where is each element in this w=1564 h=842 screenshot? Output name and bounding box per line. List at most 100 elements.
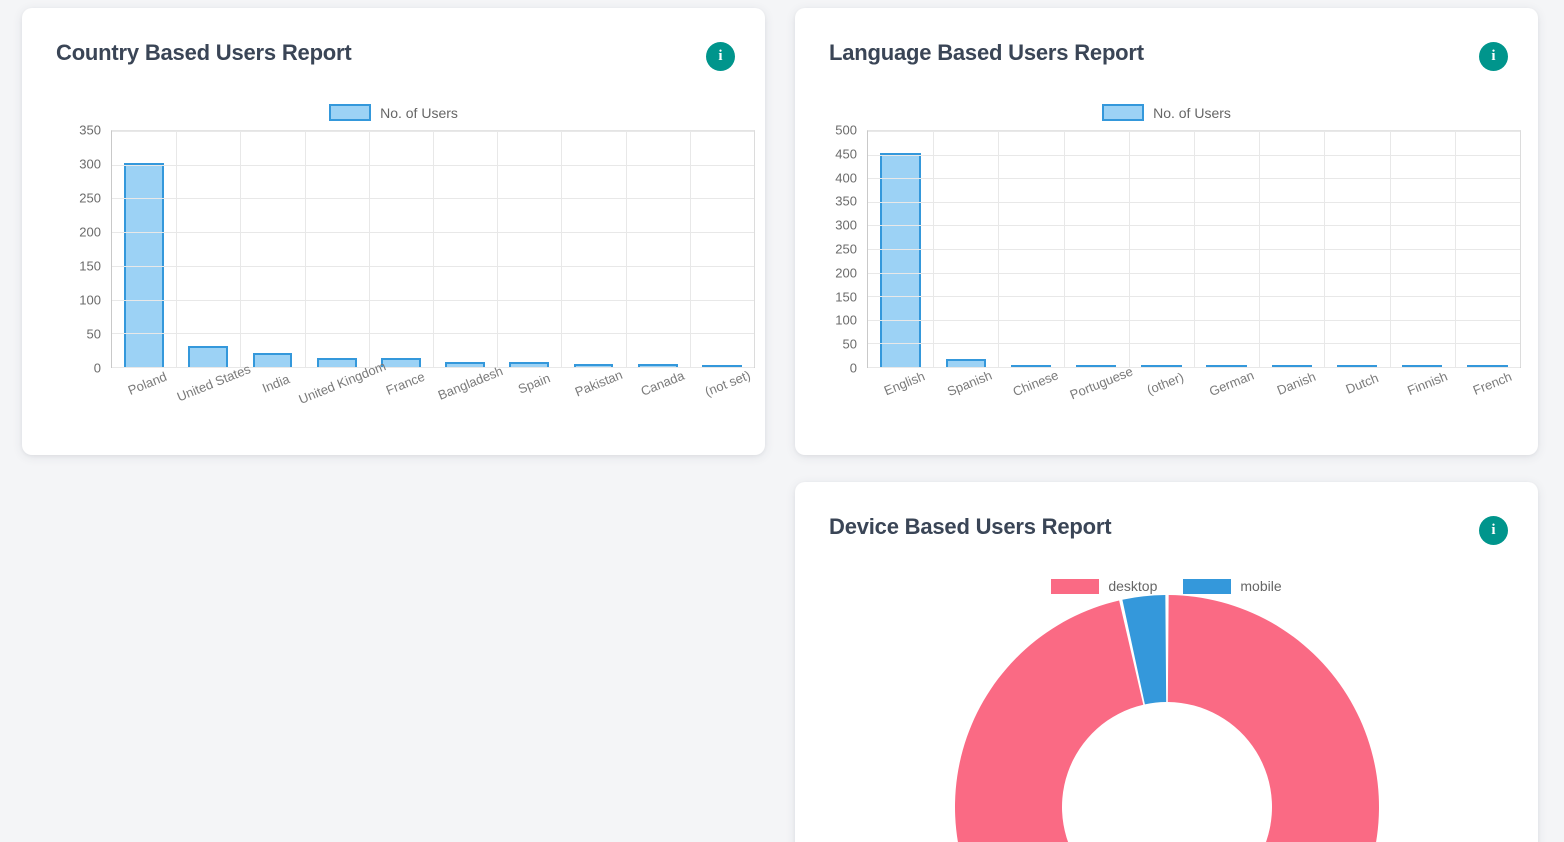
- gridline: [1389, 131, 1391, 367]
- bar-slot[interactable]: [1194, 131, 1259, 367]
- x-tick-label: English: [881, 368, 927, 399]
- page-title-country: Country Based Users Report: [56, 40, 352, 65]
- y-tick-label: 250: [835, 241, 857, 257]
- bar-slot[interactable]: [240, 131, 304, 367]
- bar-not-set[interactable]: [702, 364, 742, 367]
- bar-french[interactable]: [1467, 365, 1508, 367]
- gridline: [368, 131, 370, 367]
- bar-english[interactable]: [880, 152, 921, 367]
- info-icon[interactable]: i: [1479, 42, 1508, 71]
- bar-slot[interactable]: [1064, 131, 1129, 367]
- x-label-slot: Chinese: [998, 367, 1063, 431]
- bar-german[interactable]: [1206, 365, 1247, 367]
- x-tick-label: France: [383, 368, 427, 398]
- bar-slot[interactable]: [176, 131, 240, 367]
- y-tick-label: 50: [86, 326, 101, 342]
- gridline: [1454, 131, 1456, 367]
- bar-bangladesh[interactable]: [445, 361, 486, 367]
- bar-slot[interactable]: [433, 131, 497, 367]
- donut-slice-desktop[interactable]: desktop: [954, 595, 1379, 842]
- y-tick-label: 150: [79, 258, 101, 274]
- y-tick-label: 0: [93, 360, 101, 376]
- bar-spain[interactable]: [509, 361, 550, 367]
- bar-slot[interactable]: [1129, 131, 1194, 367]
- bar-slot[interactable]: [1259, 131, 1324, 367]
- gridline: [1063, 131, 1065, 367]
- y-tick-label: 0: [849, 360, 857, 376]
- y-tick-label: 500: [835, 122, 857, 138]
- x-label-slot: Pakistan: [562, 367, 626, 431]
- bar-slot[interactable]: [305, 131, 369, 367]
- bar-united-states[interactable]: [188, 346, 229, 367]
- x-label-slot: (other): [1129, 369, 1194, 431]
- y-tick-label: 200: [835, 265, 857, 281]
- legend-item[interactable]: No. of Users: [329, 104, 458, 121]
- plot-area-language: [867, 130, 1521, 368]
- gridline: [561, 131, 563, 367]
- gridline: [998, 131, 1000, 367]
- y-tick-label: 150: [835, 289, 857, 305]
- bar-canada[interactable]: [637, 364, 678, 367]
- bar-slot[interactable]: [1324, 131, 1389, 367]
- bar-slot[interactable]: [868, 131, 933, 367]
- y-tick-label: 50: [842, 336, 857, 352]
- donut-slice-mobile[interactable]: mobile: [1121, 595, 1166, 705]
- page-title-language: Language Based Users Report: [829, 40, 1144, 65]
- bar-finnish[interactable]: [1402, 365, 1443, 367]
- legend-swatch-mobile-icon: [1183, 578, 1232, 594]
- x-axis-language: English Spanish Chinese Portuguese (other) Ge…: [867, 364, 1521, 431]
- bar-portuguese[interactable]: [1076, 365, 1117, 367]
- bar-slot[interactable]: [497, 131, 561, 367]
- info-icon[interactable]: i: [706, 42, 735, 71]
- legend-item-mobile[interactable]: mobile: [1183, 578, 1282, 594]
- x-tick-label: (not set): [702, 367, 753, 400]
- y-tick-label: 200: [79, 224, 101, 240]
- x-axis-country: Poland United States India United Kingdom Fr…: [111, 358, 755, 431]
- chart-legend-device: desktop mobile: [795, 578, 1538, 594]
- bar-slot[interactable]: [690, 131, 754, 367]
- bar-slot[interactable]: [1455, 131, 1520, 367]
- bar-dutch[interactable]: [1336, 365, 1378, 367]
- x-tick-label: Finnish: [1405, 368, 1450, 399]
- legend-label-mobile: mobile: [1240, 578, 1282, 594]
- bar-other[interactable]: [1141, 365, 1182, 367]
- gridline: [933, 131, 935, 367]
- bar-chinese[interactable]: [1010, 365, 1052, 367]
- legend-label-desktop: desktop: [1108, 578, 1158, 594]
- y-tick-label: 100: [79, 292, 101, 308]
- bar-poland[interactable]: [124, 162, 164, 367]
- y-tick-label: 250: [79, 190, 101, 206]
- bar-chart-country: 350 300 250 200 150 100 50 0 Poland United State…: [69, 123, 759, 407]
- x-label-slot: Spanish: [932, 367, 997, 431]
- bar-slot[interactable]: [112, 131, 176, 367]
- bar-united-kingdom[interactable]: [316, 357, 357, 367]
- bar-chart-language: 500 450 400 350 300 250 200 150 100 50 0 English Sp…: [825, 123, 1525, 402]
- bar-slot[interactable]: [998, 131, 1063, 367]
- bar-slot[interactable]: [369, 131, 433, 367]
- x-label-slot: German: [1194, 367, 1259, 431]
- legend-item-desktop[interactable]: desktop: [1051, 578, 1157, 594]
- x-tick-label: Chinese: [1010, 367, 1061, 400]
- page-title-device: Device Based Users Report: [829, 514, 1112, 539]
- bar-slot[interactable]: [1390, 131, 1455, 367]
- legend-item[interactable]: No. of Users: [1102, 104, 1231, 121]
- bar-danish[interactable]: [1271, 365, 1313, 367]
- bar-spanish[interactable]: [945, 358, 987, 367]
- x-label-slot: Spain: [497, 370, 561, 431]
- bar-india[interactable]: [252, 352, 293, 367]
- y-tick-label: 300: [835, 217, 857, 233]
- bar-pakistan[interactable]: [573, 363, 614, 367]
- info-icon[interactable]: i: [1479, 516, 1508, 545]
- x-label-slot: English: [867, 368, 932, 431]
- bar-slot[interactable]: [933, 131, 998, 367]
- bar-slot[interactable]: [561, 131, 625, 367]
- bar-france[interactable]: [381, 358, 421, 367]
- country-report-card: Country Based Users Report i No. of User…: [22, 8, 765, 455]
- gridline: [240, 131, 242, 367]
- bar-slot[interactable]: [626, 131, 690, 367]
- gridline: [1194, 131, 1195, 367]
- x-label-slot: Bangladesh: [433, 363, 505, 431]
- chart-legend-language: No. of Users: [795, 104, 1538, 121]
